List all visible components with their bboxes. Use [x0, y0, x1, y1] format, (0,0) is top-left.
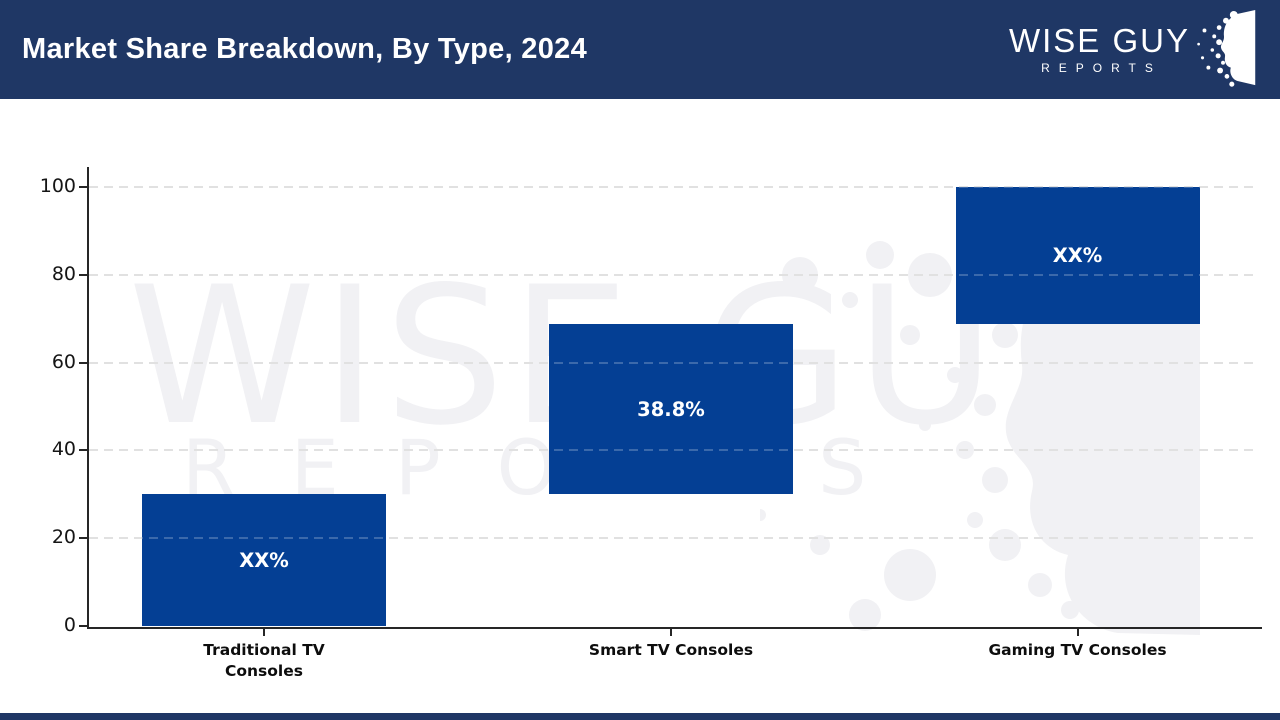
- gridline: [89, 273, 1254, 276]
- chart-title: Market Share Breakdown, By Type, 2024: [22, 33, 588, 65]
- brand-logo: WISE GUY REPORTS: [1009, 9, 1256, 91]
- y-axis-tick-label: 40: [51, 438, 76, 461]
- gridline-overlay: [89, 186, 1254, 188]
- gridline: [89, 186, 1254, 188]
- bar-segment: 38.8%: [549, 323, 793, 495]
- brand-subtitle: REPORTS: [1041, 61, 1162, 75]
- category-label: Traditional TV Consoles: [203, 641, 325, 680]
- gridline: [89, 537, 1254, 540]
- x-axis-tick: [670, 629, 672, 636]
- y-axis-tick-label: 60: [51, 350, 76, 373]
- category-label: Gaming TV Consoles: [988, 641, 1167, 659]
- y-axis-tick: [79, 186, 87, 188]
- x-axis-line: [87, 627, 1262, 629]
- header-bar: Market Share Breakdown, By Type, 2024 WI…: [0, 0, 1280, 99]
- y-axis-tick-label: 0: [63, 614, 76, 636]
- category-label: Smart TV Consoles: [588, 641, 754, 659]
- bar-segment: XX%: [955, 187, 1200, 324]
- y-axis-tick-label: 80: [51, 262, 76, 285]
- y-axis-tick: [79, 449, 87, 452]
- bar-segment: XX%: [142, 494, 386, 626]
- y-axis-tick-label: 100: [39, 175, 76, 197]
- footer-accent-bar: [0, 713, 1280, 720]
- x-axis-tick: [263, 629, 265, 636]
- brand-logo-text: WISE GUY REPORTS: [1008, 22, 1190, 76]
- gridline-overlay: [89, 273, 1254, 276]
- brand-name: WISE GUY: [1008, 22, 1190, 59]
- bar-value-label: 38.8%: [637, 397, 705, 421]
- y-axis-tick: [79, 537, 87, 540]
- gridline-overlay: [89, 449, 1254, 452]
- y-axis-tick: [79, 625, 87, 627]
- gridline-overlay: [89, 537, 1254, 540]
- bar-value-label: XX%: [1052, 243, 1103, 267]
- gridline-overlay: [89, 361, 1254, 364]
- y-axis-tick: [79, 273, 87, 276]
- x-axis-tick: [1076, 629, 1079, 636]
- y-axis-line: [87, 167, 89, 629]
- y-axis-tick: [79, 361, 87, 364]
- brand-face-icon: [1197, 9, 1256, 87]
- bar-value-label: XX%: [239, 548, 289, 572]
- y-axis-tick-label: 20: [51, 526, 76, 549]
